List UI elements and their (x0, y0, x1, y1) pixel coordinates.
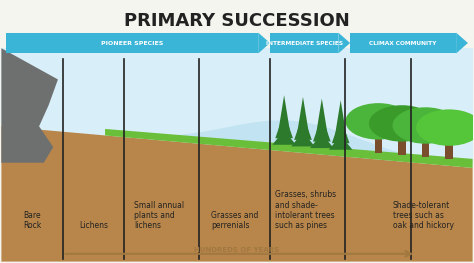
Text: Grasses and
perrenials: Grasses and perrenials (211, 211, 258, 230)
Polygon shape (258, 33, 270, 53)
Polygon shape (329, 135, 353, 150)
FancyBboxPatch shape (350, 33, 456, 53)
Polygon shape (275, 113, 293, 138)
Polygon shape (273, 130, 296, 145)
Text: HUNDREDS OF YEARS: HUNDREDS OF YEARS (194, 246, 280, 252)
Text: PIONEER SPECIES: PIONEER SPECIES (101, 41, 164, 45)
Circle shape (346, 103, 411, 140)
Polygon shape (294, 114, 312, 140)
Bar (398, 134, 406, 155)
Text: PRIMARY SUCCESSION: PRIMARY SUCCESSION (124, 12, 350, 30)
Text: Lichens: Lichens (79, 221, 108, 230)
Bar (422, 136, 429, 157)
FancyBboxPatch shape (270, 33, 338, 53)
Text: CLIMAX COMMUNITY: CLIMAX COMMUNITY (369, 41, 437, 45)
Polygon shape (105, 129, 473, 168)
Polygon shape (143, 120, 449, 164)
FancyBboxPatch shape (6, 33, 258, 53)
Circle shape (392, 107, 458, 144)
Polygon shape (297, 97, 309, 133)
Polygon shape (1, 126, 473, 262)
Polygon shape (291, 132, 315, 146)
Bar (374, 132, 382, 153)
Text: Shade-tolerant
trees such as
oak and hickory: Shade-tolerant trees such as oak and hic… (392, 201, 454, 230)
Text: INTERMEDIATE SPECIES: INTERMEDIATE SPECIES (265, 41, 343, 45)
Text: Small annual
plants and
lichens: Small annual plants and lichens (134, 201, 184, 230)
Text: Bare
Rock: Bare Rock (23, 211, 41, 230)
Polygon shape (313, 116, 331, 141)
Polygon shape (335, 100, 346, 137)
Bar (445, 139, 453, 159)
Circle shape (369, 105, 435, 142)
Polygon shape (316, 99, 328, 135)
FancyBboxPatch shape (1, 48, 473, 163)
Polygon shape (456, 33, 468, 53)
Polygon shape (278, 95, 290, 132)
Polygon shape (338, 33, 350, 53)
Polygon shape (332, 118, 349, 143)
Text: Grasses, shrubs
and shade-
intolerant trees
such as pines: Grasses, shrubs and shade- intolerant tr… (275, 190, 336, 230)
Polygon shape (310, 134, 334, 148)
Polygon shape (1, 48, 58, 163)
Circle shape (416, 109, 474, 146)
